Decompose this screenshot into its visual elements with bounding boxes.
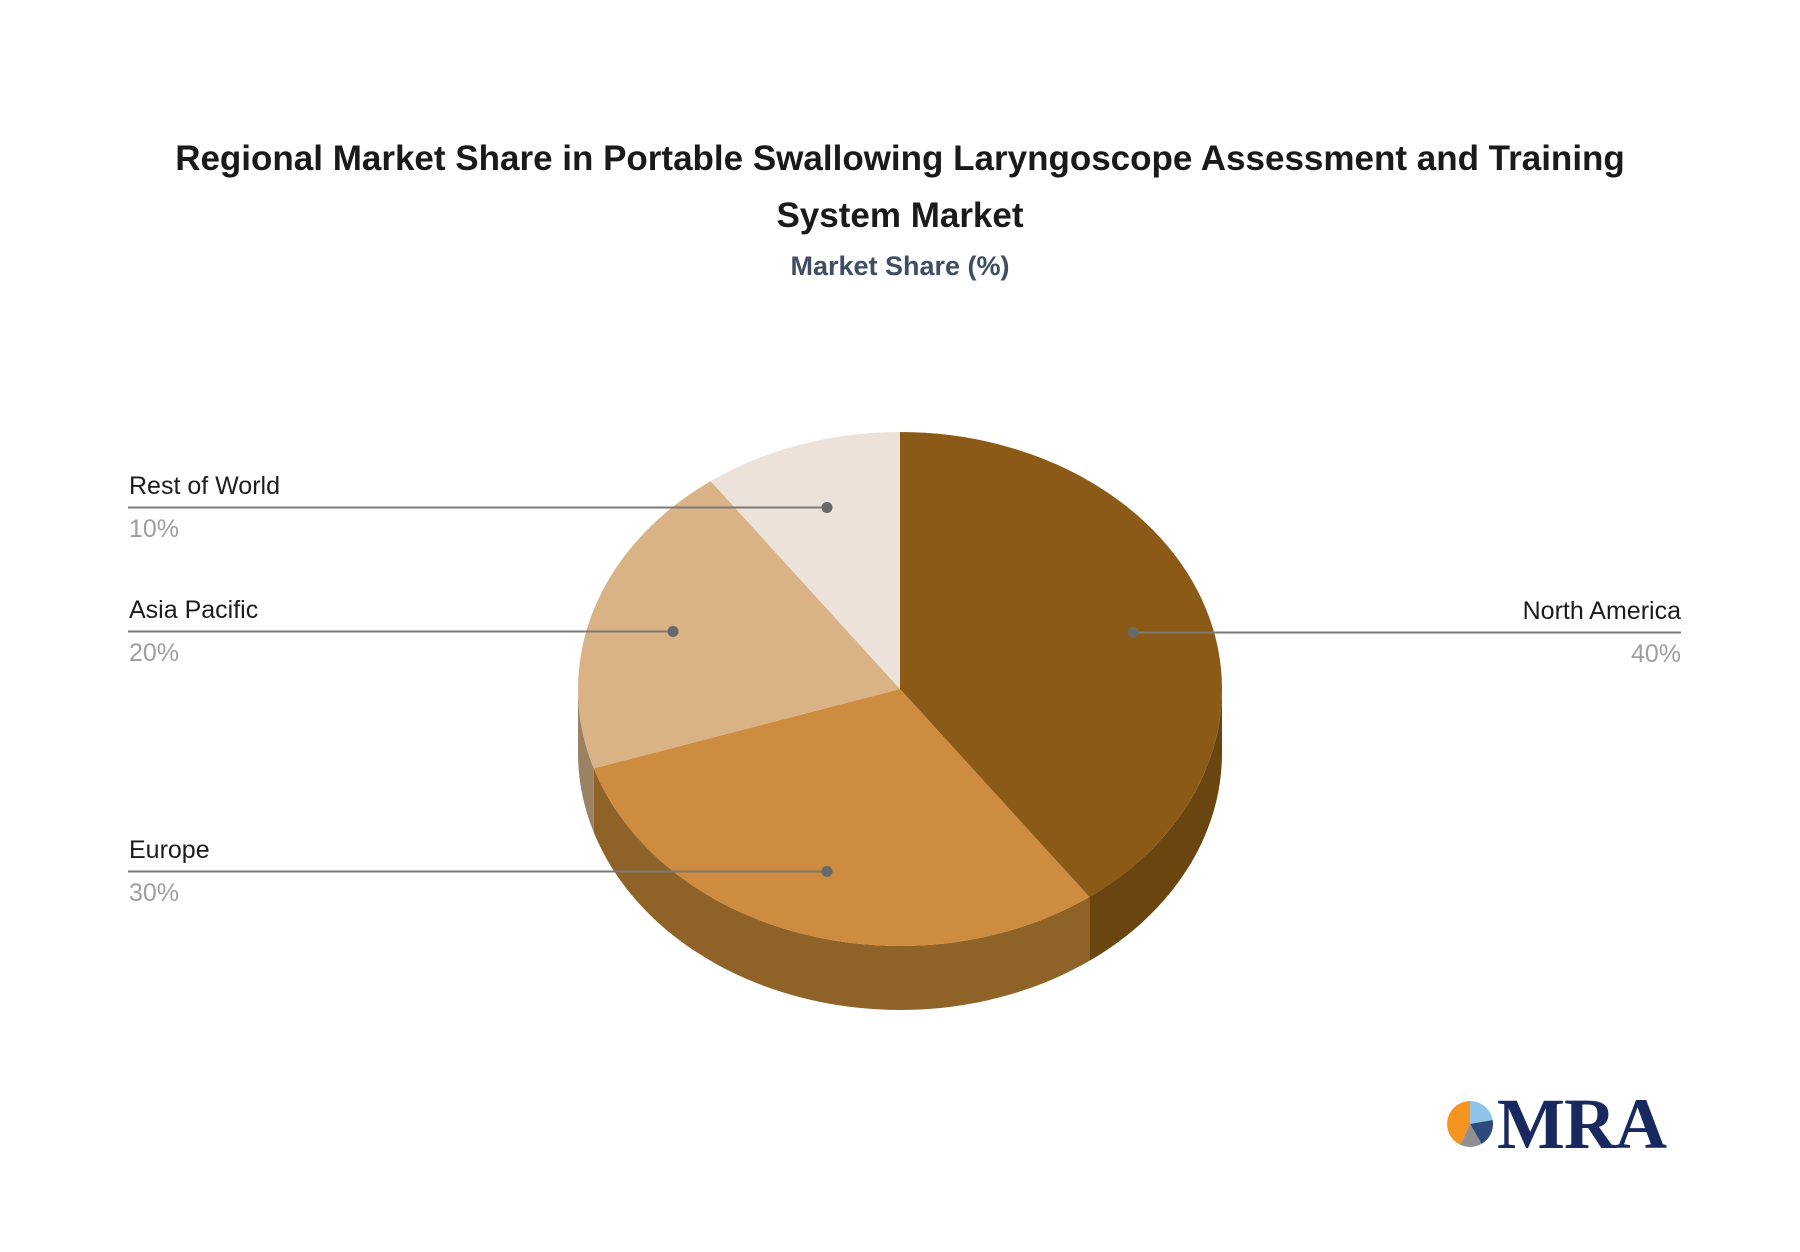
percent-north-america: 40% xyxy=(1630,640,1681,668)
callout-north-america: North America 40% xyxy=(1281,597,1681,669)
logo-slice-navy xyxy=(1470,1120,1494,1144)
logo-text: MRA xyxy=(1497,1084,1667,1164)
slice-europe xyxy=(593,689,1090,946)
logo-pie-icon xyxy=(1447,1101,1494,1147)
chart-subtitle: Market Share (%) xyxy=(790,251,1010,281)
slice-rest-of-world xyxy=(710,432,900,689)
percent-rest-of-world: 10% xyxy=(129,515,180,543)
leader-dot-rest-of-world xyxy=(821,502,833,513)
percent-asia-pacific: 20% xyxy=(129,639,180,667)
leader-lines xyxy=(128,506,1681,873)
callout-europe: Europe 30% xyxy=(129,836,689,908)
leader-dots xyxy=(667,502,1139,877)
logo-slice-gray xyxy=(1460,1124,1482,1147)
leader-dot-north-america xyxy=(1127,627,1139,638)
pie-side-europe xyxy=(593,768,1090,1010)
label-north-america: North America xyxy=(1522,597,1681,625)
leader-dot-europe xyxy=(821,866,833,877)
pie-rim xyxy=(578,689,1222,1010)
percent-europe: 30% xyxy=(129,879,180,907)
pie-top xyxy=(578,432,1223,946)
logo-slice-orange xyxy=(1447,1101,1470,1145)
page-title-line1: Regional Market Share in Portable Swallo… xyxy=(175,139,1625,178)
label-europe: Europe xyxy=(129,836,210,864)
callout-asia-pacific: Asia Pacific 20% xyxy=(129,596,689,668)
page-title-line2: System Market xyxy=(776,196,1024,235)
callout-rest-of-world: Rest of World 10% xyxy=(129,472,689,544)
leader-dot-asia-pacific xyxy=(667,626,679,637)
slice-asia-pacific xyxy=(578,481,900,769)
page-title: Regional Market Share in Portable Swallo… xyxy=(0,130,1800,244)
slice-north-america xyxy=(900,432,1223,897)
label-asia-pacific: Asia Pacific xyxy=(129,596,259,624)
pie-side-asia-pacific xyxy=(578,689,594,833)
label-rest-of-world: Rest of World xyxy=(129,472,280,500)
logo-slice-light-blue xyxy=(1470,1101,1493,1124)
pie-side-north-america xyxy=(1089,689,1222,961)
